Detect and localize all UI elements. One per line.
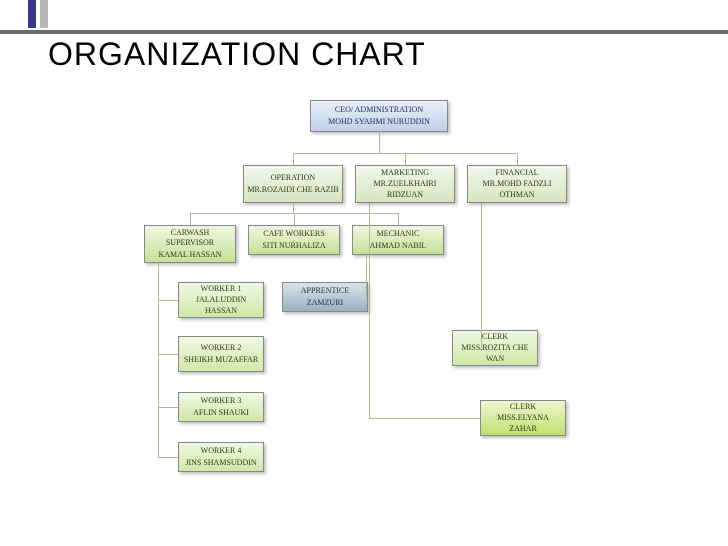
connector — [379, 132, 380, 153]
connector — [293, 203, 294, 213]
connector — [481, 348, 482, 349]
node-role: CEO/ ADMINISTRATION — [335, 105, 423, 115]
org-node-clerk_mkt: CLERKMISS.ELYANA ZAHAR — [480, 400, 566, 436]
org-node-worker1: WORKER 1JALALUDDIN HASSAN — [178, 282, 264, 318]
node-person: ZAMZURI — [307, 298, 343, 308]
connector — [366, 255, 367, 297]
node-role: CLERK — [482, 332, 508, 342]
connector — [405, 153, 406, 165]
org-node-marketing: MARKETINGMR.ZUELKHAIRI RIDZUAN — [355, 165, 455, 203]
org-node-worker2: WORKER 2 SHEIKH MUZAFFAR — [178, 336, 264, 372]
org-node-cafe: CAFE WORKERS SITI NURHALIZA — [248, 225, 340, 255]
node-person: KAMAL HASSAN — [158, 250, 221, 260]
connector — [398, 213, 399, 225]
connector — [369, 418, 480, 419]
node-role: MECHANIC — [377, 229, 420, 239]
node-person: SHEIKH MUZAFFAR — [184, 355, 258, 365]
node-person: AHMAD NABIL — [370, 241, 427, 251]
connector — [158, 354, 178, 355]
connector — [517, 153, 518, 165]
connector — [366, 297, 367, 298]
connector — [369, 203, 370, 418]
connector — [158, 457, 178, 458]
node-role: CLERK — [510, 402, 536, 412]
node-person: MR.ZUELKHAIRI RIDZUAN — [358, 179, 452, 200]
node-person: JALALUDDIN HASSAN — [181, 295, 261, 316]
org-node-apprentice: APPRENTICE ZAMZURI — [282, 282, 368, 312]
connector — [190, 213, 191, 225]
connector — [294, 213, 295, 225]
node-role: FINANCIAL — [495, 168, 538, 178]
connector — [481, 203, 482, 348]
node-role: OPERATION — [271, 173, 315, 183]
org-node-ceo: CEO/ ADMINISTRATION MOHD SYAHMI NURUDDIN — [310, 100, 448, 132]
node-role: CAFE WORKERS — [263, 229, 324, 239]
org-node-carwash_sup: CARWASH SUPERVISORKAMAL HASSAN — [144, 225, 236, 263]
node-role: WORKER 1 — [201, 284, 242, 294]
org-node-mechanic: MECHANIC AHMAD NABIL — [352, 225, 444, 255]
org-chart: CEO/ ADMINISTRATION MOHD SYAHMI NURUDDIN O… — [0, 0, 728, 546]
node-person: AFLIN SHAUKI — [193, 408, 249, 418]
node-person: JINS SHAMSUDDIN — [185, 458, 256, 468]
node-role: WORKER 3 — [201, 396, 242, 406]
connector — [293, 153, 294, 165]
org-node-worker3: WORKER 3 AFLIN SHAUKI — [178, 392, 264, 422]
org-node-worker4: WORKER 4 JINS SHAMSUDDIN — [178, 442, 264, 472]
org-node-clerk_fin: CLERKMISS.ROZITA CHE WAN — [452, 330, 538, 366]
connector — [158, 407, 178, 408]
node-role: WORKER 2 — [201, 343, 242, 353]
node-role: WORKER 4 — [201, 446, 242, 456]
node-person: MR.MOHD FADZLI OTHMAN — [470, 179, 564, 200]
node-role: MARKETING — [381, 168, 429, 178]
node-person: MR.ROZAIDI CHE RAZIB — [247, 185, 338, 195]
node-person: SITI NURHALIZA — [262, 241, 325, 251]
connector — [158, 300, 178, 301]
node-person: MISS.ROZITA CHE WAN — [455, 343, 535, 364]
node-person: MISS.ELYANA ZAHAR — [483, 413, 563, 434]
node-person: MOHD SYAHMI NURUDDIN — [328, 117, 430, 127]
org-node-financial: FINANCIALMR.MOHD FADZLI OTHMAN — [467, 165, 567, 203]
node-role: CARWASH SUPERVISOR — [147, 228, 233, 249]
node-role: APPRENTICE — [301, 286, 349, 296]
connector — [158, 263, 159, 457]
org-node-operation: OPERATION MR.ROZAIDI CHE RAZIB — [243, 165, 343, 203]
